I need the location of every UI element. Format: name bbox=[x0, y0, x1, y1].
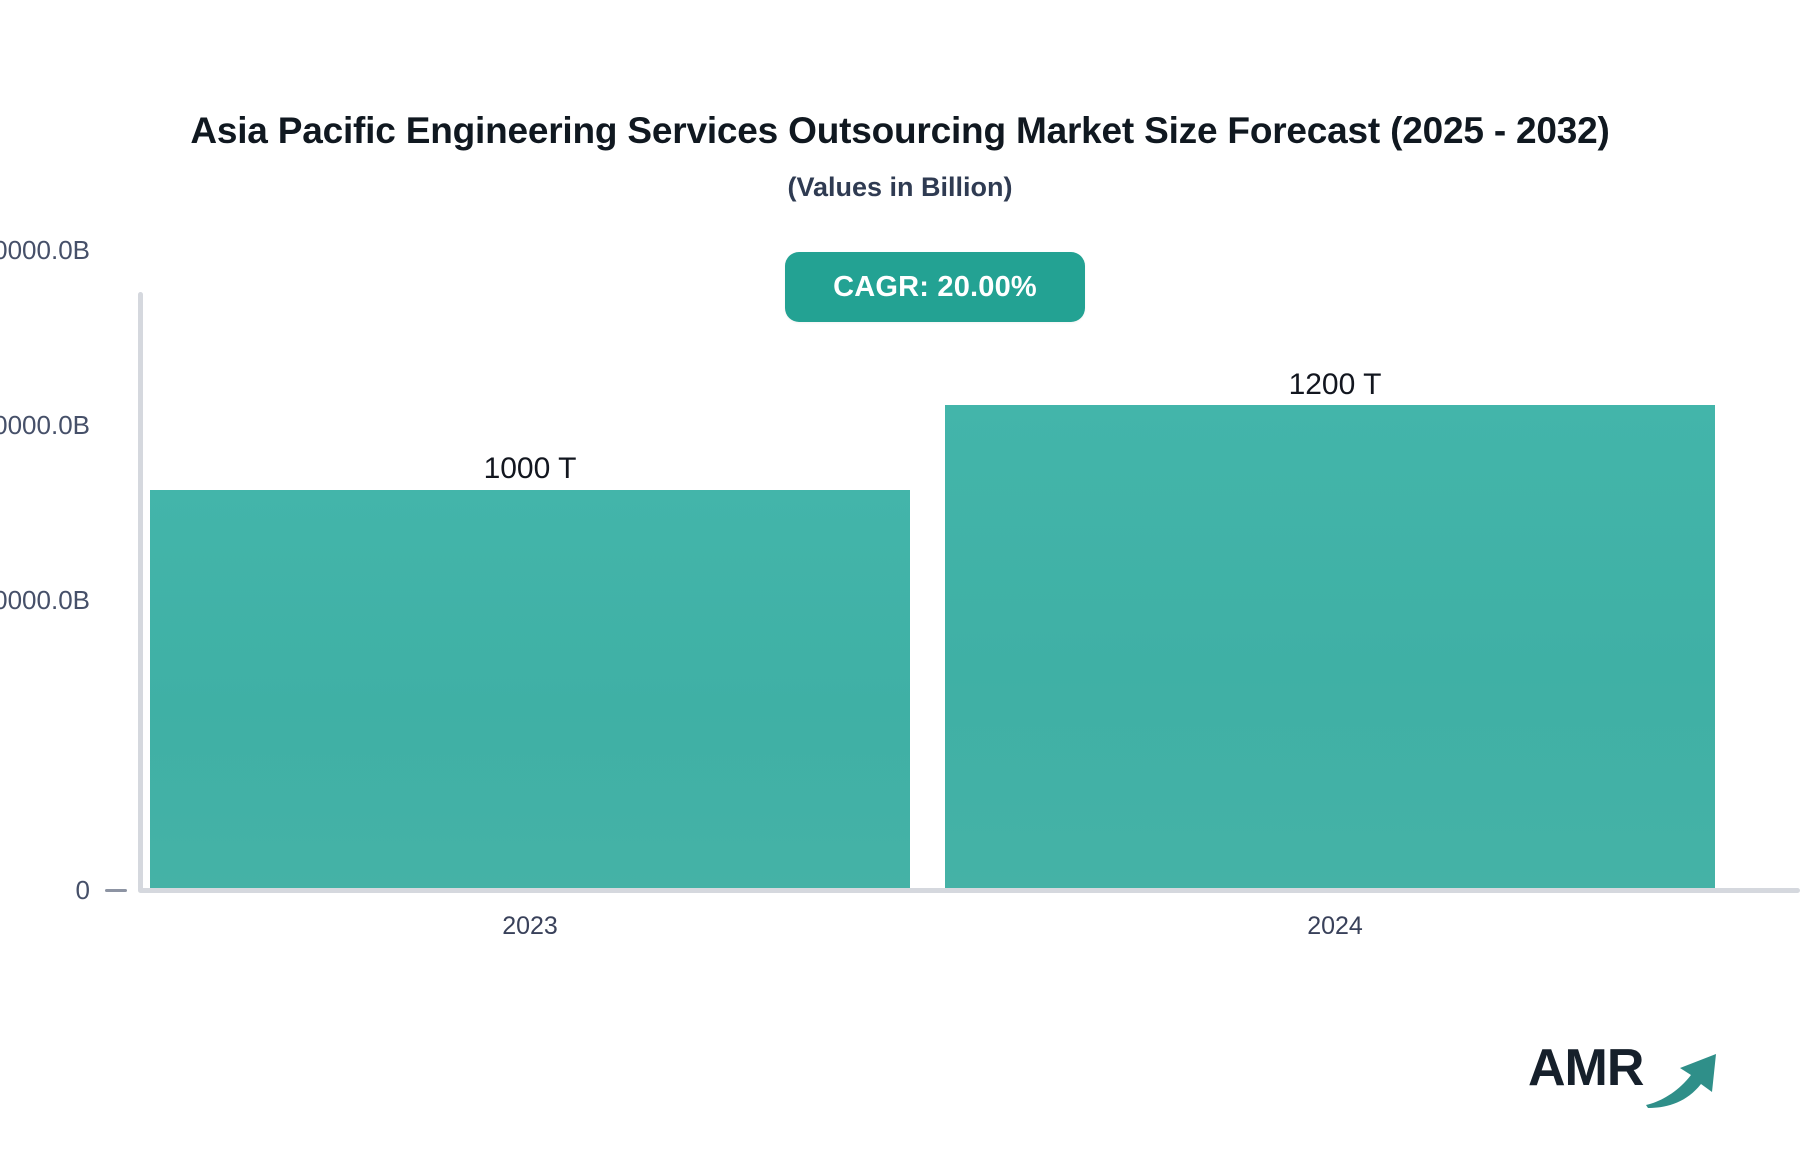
bar-2023 bbox=[150, 490, 910, 888]
growth-arrow-icon bbox=[1644, 1046, 1722, 1113]
y-tick-label-1: 00000.0B bbox=[0, 585, 90, 615]
bar-2024 bbox=[945, 405, 1715, 888]
bar-value-2024: 1200 T bbox=[1288, 368, 1382, 401]
y-tick-label-0: 0 bbox=[75, 875, 90, 905]
y-tick-dash-0 bbox=[105, 889, 127, 892]
amr-wordmark: AMR bbox=[1528, 1039, 1644, 1097]
y-tick-label-3: 00000.0B bbox=[0, 235, 90, 265]
page-title: Asia Pacific Engineering Services Outsou… bbox=[190, 110, 1610, 151]
cagr-badge-label: CAGR: 20.00% bbox=[833, 270, 1037, 303]
x-tick-label-2024: 2024 bbox=[1307, 912, 1363, 940]
x-axis-line bbox=[138, 888, 1800, 893]
y-axis-line bbox=[138, 292, 143, 892]
chart-subtitle: (Values in Billion) bbox=[787, 172, 1013, 202]
bar-value-2023: 1000 T bbox=[483, 452, 577, 485]
amr-logo: AMR bbox=[1528, 1040, 1718, 1110]
y-tick-label-2: 00000.0B bbox=[0, 410, 90, 440]
x-tick-label-2023: 2023 bbox=[502, 912, 558, 940]
cagr-badge: CAGR: 20.00% bbox=[785, 252, 1085, 322]
